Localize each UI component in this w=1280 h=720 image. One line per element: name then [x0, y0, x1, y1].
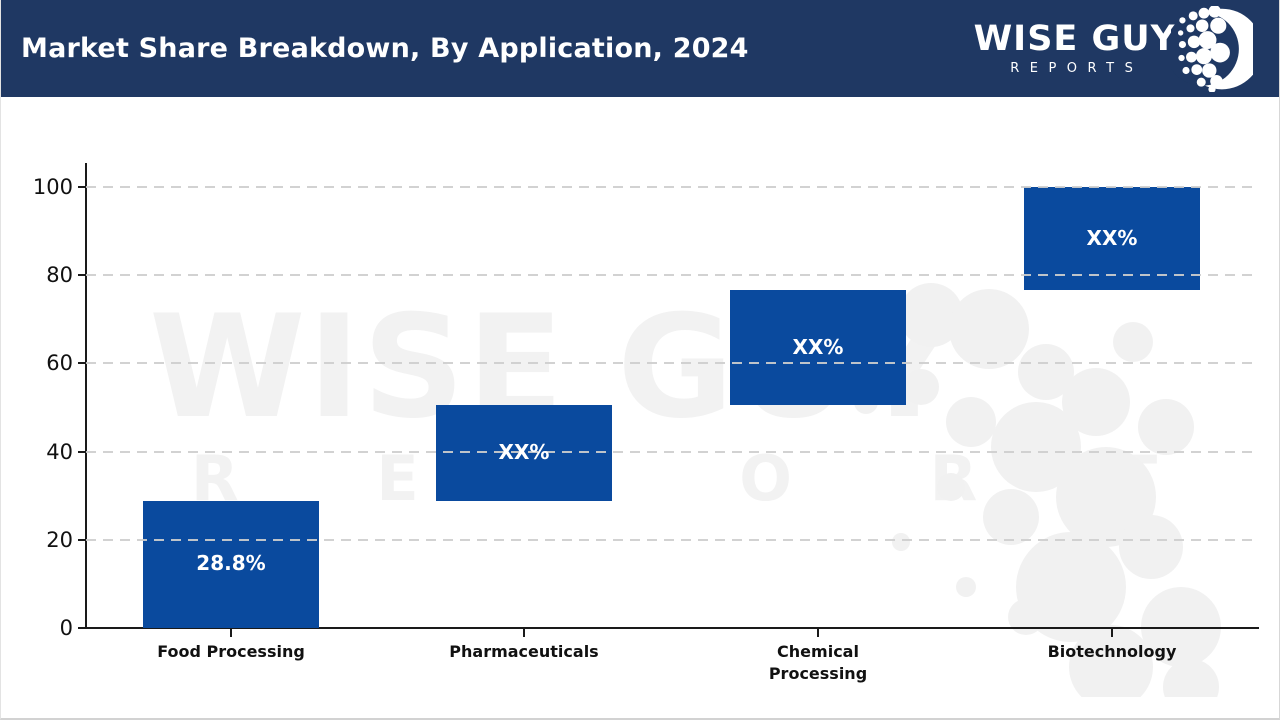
x-tick — [817, 629, 819, 637]
logo-head-icon — [1171, 5, 1253, 92]
y-tick-label-60: 60 — [46, 351, 73, 376]
x-tick — [1111, 629, 1113, 637]
y-tick-label-20: 20 — [46, 527, 73, 552]
gridline-60 — [86, 362, 1259, 365]
gridline-40 — [86, 450, 1259, 453]
x-category-label: Food Processing — [157, 642, 305, 661]
y-tick-0 — [78, 627, 86, 629]
y-tick-40 — [78, 450, 86, 453]
wiseguy-logo: WISE GUY REPORTS — [973, 5, 1253, 92]
bar-segment — [730, 290, 906, 405]
header: Market Share Breakdown, By Application, … — [1, 0, 1279, 97]
x-axis-line — [85, 627, 1259, 629]
y-tick-label-80: 80 — [46, 263, 73, 288]
y-tick-label-0: 0 — [59, 616, 73, 640]
bar-value-label: XX% — [792, 334, 844, 359]
y-tick-60 — [78, 362, 86, 365]
plot: 0 20 40 60 80 100 28.8% Food Processing XX% Pharm… — [1, 97, 1279, 718]
watermark-head-icon — [815, 283, 1221, 697]
page-title: Market Share Breakdown, By Application, … — [21, 33, 749, 64]
bar-value-label: 28.8% — [196, 551, 266, 576]
logo-subtext: REPORTS — [1010, 61, 1144, 76]
y-tick-100 — [78, 186, 86, 188]
gridline-100 — [86, 186, 1259, 188]
gridline-80 — [86, 274, 1259, 277]
chart-area: WISE GUY R E P O R T S 0 20 40 60 80 100 28.8%… — [1, 97, 1279, 718]
y-axis-line — [85, 163, 87, 629]
x-tick — [230, 629, 232, 637]
bar-value-label: XX% — [1086, 225, 1138, 250]
logo-text: WISE GUY REPORTS — [973, 19, 1177, 76]
y-tick-20 — [78, 538, 86, 541]
bar-segment — [436, 404, 612, 501]
y-tick-label-100: 100 — [32, 175, 73, 199]
gridline-20 — [86, 538, 1259, 541]
x-tick — [523, 629, 525, 637]
bar-segment — [143, 500, 319, 628]
x-category-label: Biotechnology — [1047, 642, 1177, 661]
bar-value-label: XX% — [498, 439, 550, 464]
bar-segment — [1024, 187, 1200, 291]
y-tick-80 — [78, 274, 86, 277]
x-category-label: Pharmaceuticals — [449, 642, 599, 661]
y-tick-label-40: 40 — [46, 439, 73, 464]
logo-wordmark: WISE GUY — [973, 19, 1177, 59]
x-category-label: Chemical Processing — [768, 642, 868, 683]
